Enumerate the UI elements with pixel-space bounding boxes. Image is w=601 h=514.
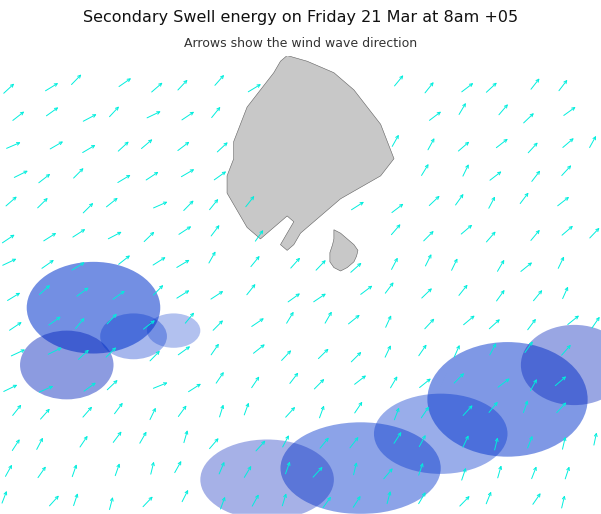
Ellipse shape bbox=[374, 394, 507, 474]
Ellipse shape bbox=[26, 262, 160, 354]
Polygon shape bbox=[227, 56, 394, 250]
Text: Arrows show the wind wave direction: Arrows show the wind wave direction bbox=[184, 37, 417, 50]
Polygon shape bbox=[330, 230, 358, 271]
Ellipse shape bbox=[20, 331, 114, 399]
Ellipse shape bbox=[100, 314, 167, 359]
Text: Secondary Swell energy on Friday 21 Mar at 8am +05: Secondary Swell energy on Friday 21 Mar … bbox=[83, 10, 518, 25]
Ellipse shape bbox=[147, 314, 200, 348]
Ellipse shape bbox=[427, 342, 588, 457]
Ellipse shape bbox=[281, 423, 441, 514]
Ellipse shape bbox=[521, 325, 601, 405]
Ellipse shape bbox=[200, 439, 334, 514]
